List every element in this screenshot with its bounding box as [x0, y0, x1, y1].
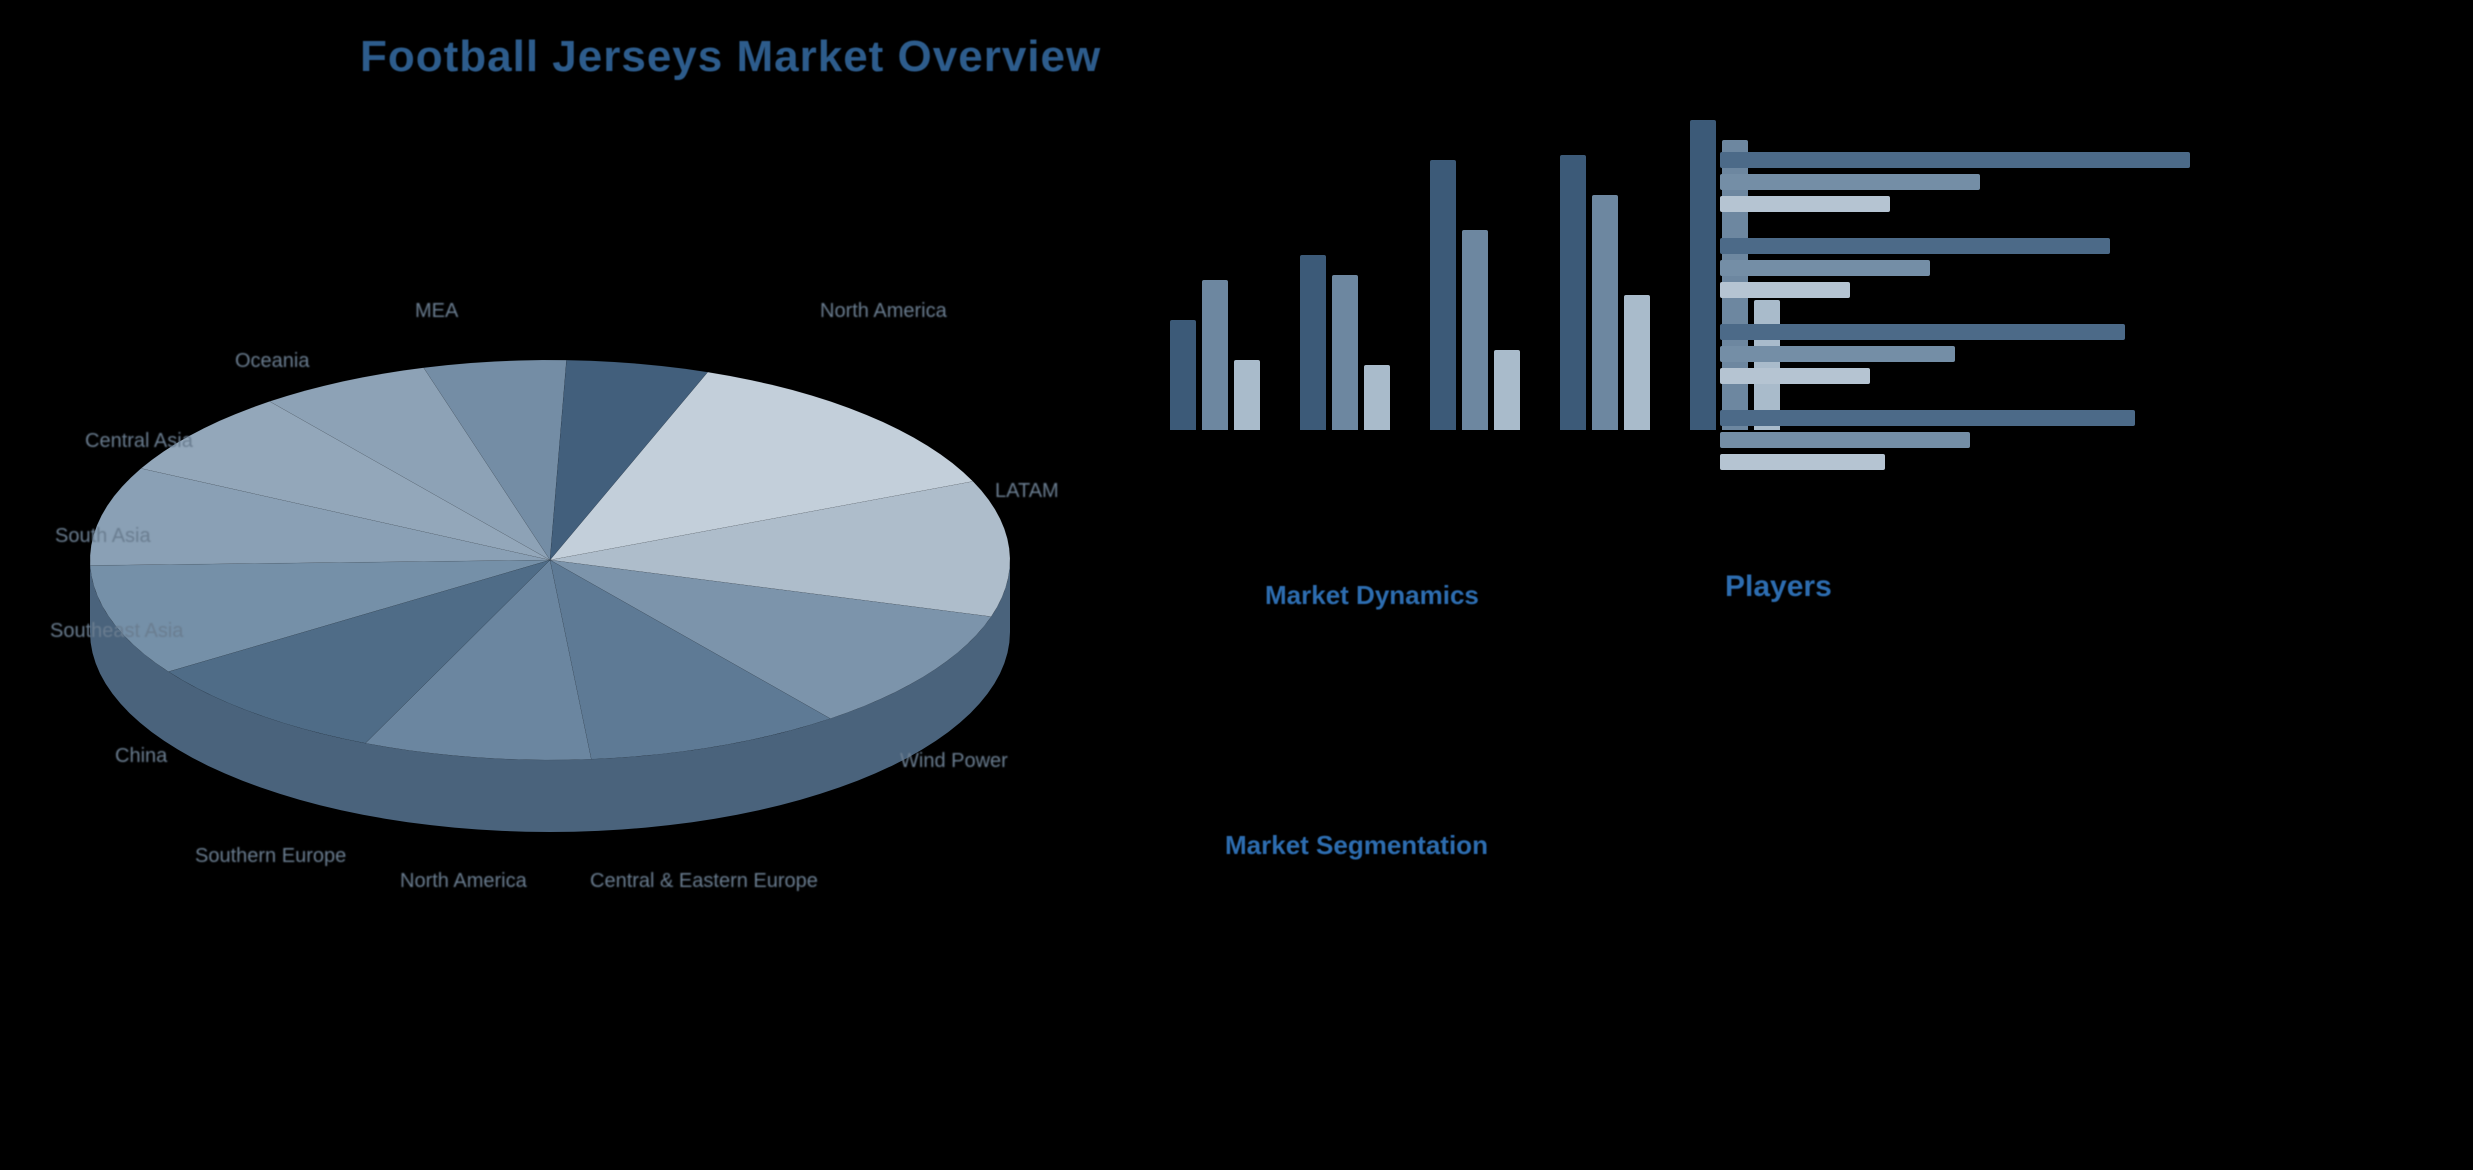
- pie-slice-label: North America: [820, 300, 947, 323]
- player-row: [1720, 238, 2190, 298]
- bar: [1560, 155, 1586, 430]
- bar: [1300, 255, 1326, 430]
- market-segmentation-label: Market Segmentation: [1225, 830, 1488, 861]
- player-bar: [1720, 282, 1850, 298]
- infographic-root: Football Jerseys Market Overview North A…: [0, 0, 2473, 1170]
- players-chart: [1720, 152, 2190, 470]
- players-label: Players: [1725, 570, 1832, 604]
- pie-slice-label: Southern Europe: [195, 845, 346, 868]
- bar: [1202, 280, 1228, 430]
- pie-slice-label: Southeast Asia: [50, 620, 183, 643]
- bar-group: [1170, 280, 1260, 430]
- player-row: [1720, 152, 2190, 212]
- bar: [1364, 365, 1390, 430]
- pie-slice-label: China: [115, 745, 167, 768]
- bar-group: [1300, 255, 1390, 430]
- bar: [1430, 160, 1456, 430]
- bar-group: [1560, 155, 1650, 430]
- bar: [1234, 360, 1260, 430]
- player-bar: [1720, 432, 1970, 448]
- market-dynamics-label: Market Dynamics: [1265, 580, 1479, 611]
- bar: [1332, 275, 1358, 430]
- pie-slice-label: Central & Eastern Europe: [590, 870, 818, 893]
- pie-slice-label: South Asia: [55, 525, 151, 548]
- player-bar: [1720, 196, 1890, 212]
- bar: [1624, 295, 1650, 430]
- player-bar: [1720, 346, 1955, 362]
- bar: [1494, 350, 1520, 430]
- pie-slice-label: Oceania: [235, 350, 310, 373]
- pie-slice-label: Central Asia: [85, 430, 193, 453]
- player-bar: [1720, 324, 2125, 340]
- pie-slice-label: LATAM: [995, 480, 1059, 503]
- player-bar: [1720, 410, 2135, 426]
- bar-group: [1430, 160, 1520, 430]
- player-bar: [1720, 238, 2110, 254]
- bar: [1170, 320, 1196, 430]
- regions-pie-chart: [0, 0, 1100, 1050]
- player-row: [1720, 324, 2190, 384]
- pie-slice-label: Wind Power: [900, 750, 1008, 773]
- player-row: [1720, 410, 2190, 470]
- player-bar: [1720, 368, 1870, 384]
- player-bar: [1720, 260, 1930, 276]
- market-dynamics-chart: [1170, 125, 1780, 430]
- bar: [1592, 195, 1618, 430]
- player-bar: [1720, 152, 2190, 168]
- player-bar: [1720, 174, 1980, 190]
- pie-slice-label: North America: [400, 870, 527, 893]
- bar: [1690, 120, 1716, 430]
- bar: [1462, 230, 1488, 430]
- pie-slice-label: MEA: [415, 300, 458, 323]
- player-bar: [1720, 454, 1885, 470]
